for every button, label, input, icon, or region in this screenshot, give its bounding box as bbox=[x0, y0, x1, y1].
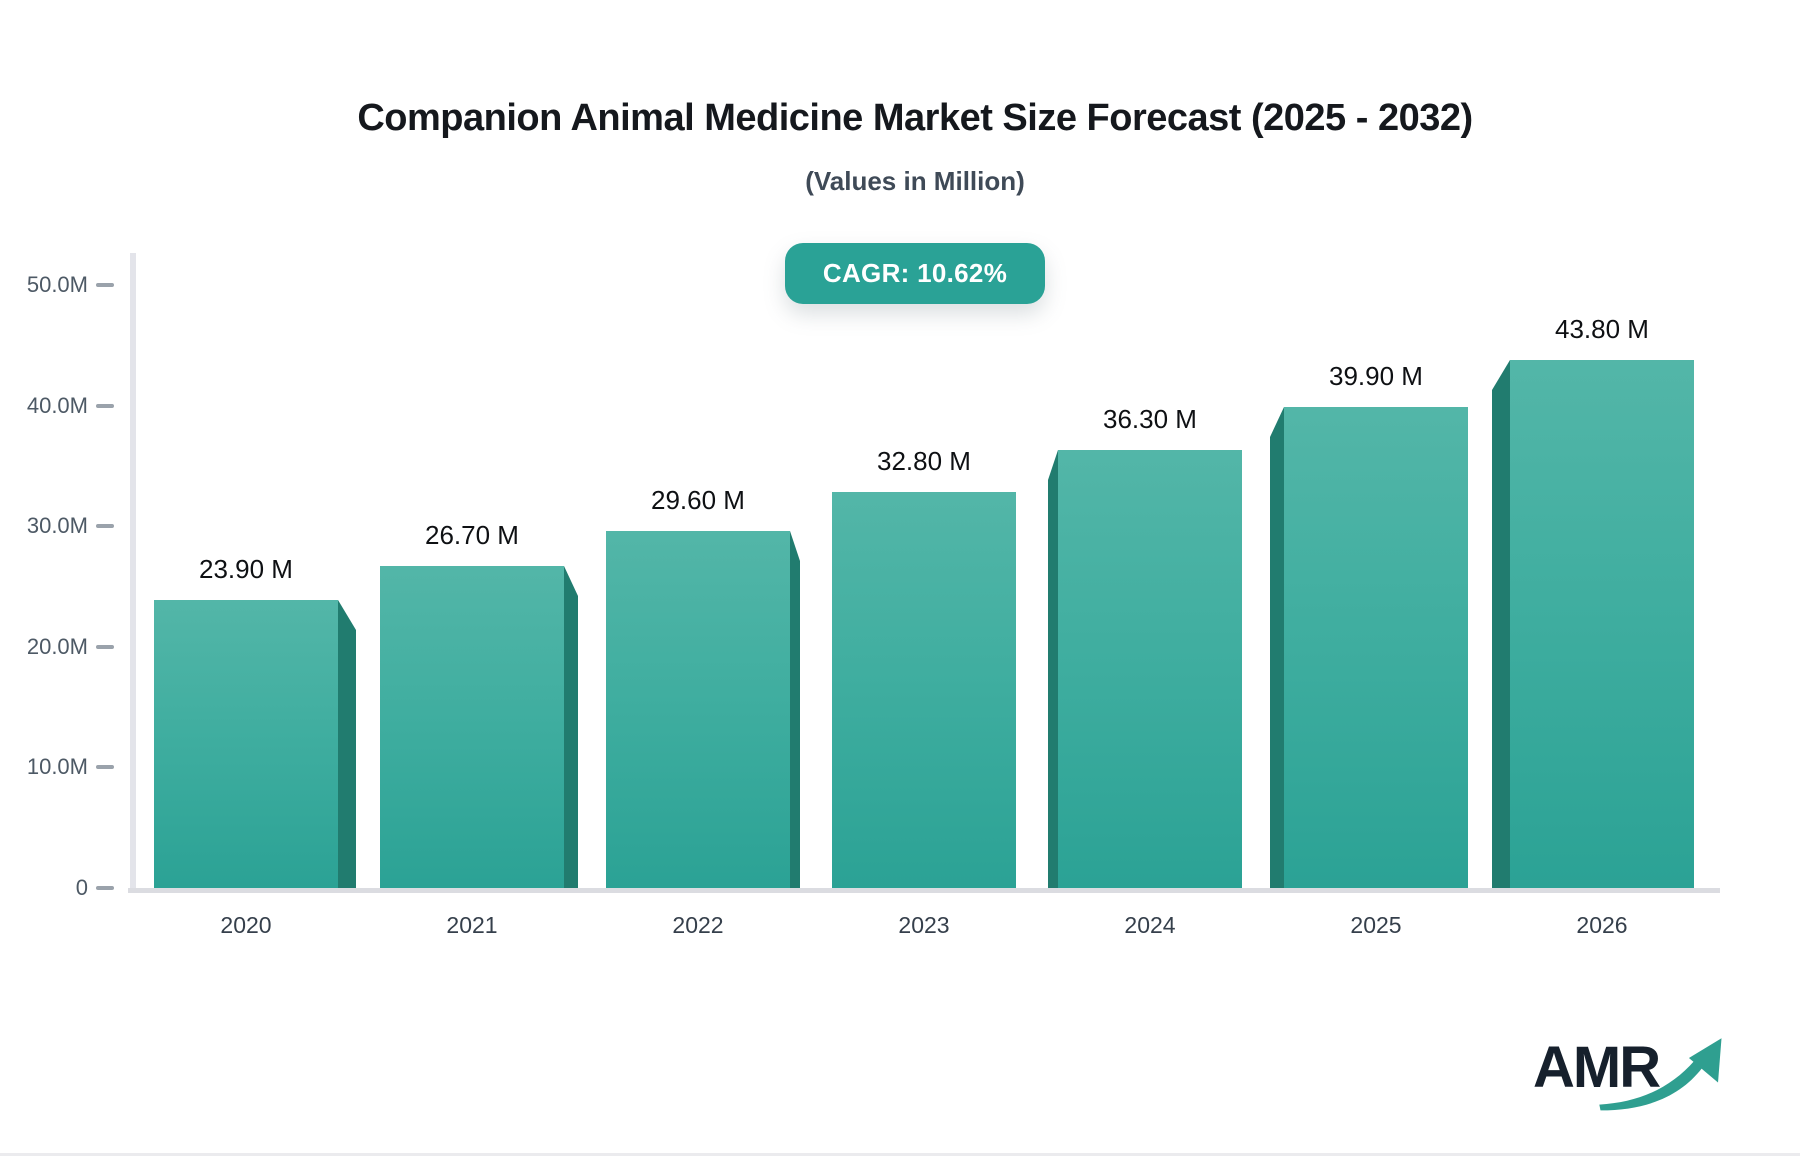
y-tick-dash bbox=[96, 283, 114, 287]
bar-face bbox=[1058, 450, 1242, 888]
amr-logo-text: AMR bbox=[1533, 1035, 1661, 1100]
chart-title: Companion Animal Medicine Market Size Fo… bbox=[357, 97, 1473, 139]
bar-2024: 36.30 M bbox=[1048, 404, 1242, 888]
bar-face bbox=[1510, 360, 1694, 888]
x-axis-label-2024: 2024 bbox=[1124, 912, 1176, 938]
trend-arrow-icon bbox=[1599, 1038, 1722, 1111]
bar-face bbox=[1284, 407, 1468, 888]
bar-value-label: 39.90 M bbox=[1329, 361, 1423, 391]
bar-value-label: 43.80 M bbox=[1555, 314, 1649, 344]
x-axis-label-2025: 2025 bbox=[1350, 912, 1402, 938]
y-tick-dash bbox=[96, 403, 114, 408]
chart-header: Companion Animal Medicine Market Size Fo… bbox=[30, 96, 1800, 304]
bar-2026: 43.80 M bbox=[1492, 314, 1694, 888]
x-axis-label-2020: 2020 bbox=[220, 912, 272, 938]
y-tick-dash bbox=[96, 524, 114, 529]
y-axis-line bbox=[130, 253, 136, 893]
bar-value-label: 29.60 M bbox=[651, 485, 745, 515]
y-tick-label: 10.0M bbox=[26, 754, 88, 780]
x-axis-label-2022: 2022 bbox=[672, 912, 724, 938]
amr-logo: AMR bbox=[1533, 1030, 1733, 1120]
x-axis-label-2021: 2021 bbox=[446, 912, 498, 938]
y-tick-dash bbox=[96, 886, 114, 890]
bar-value-label: 36.30 M bbox=[1103, 404, 1197, 434]
y-tick-label: 0 bbox=[75, 875, 88, 900]
bar-face bbox=[154, 600, 338, 888]
x-axis-label-2023: 2023 bbox=[898, 912, 950, 938]
y-tick-dash bbox=[96, 644, 114, 649]
bar-side-panel bbox=[564, 566, 578, 888]
bar-side-panel bbox=[338, 600, 356, 888]
bar-value-label: 23.90 M bbox=[199, 554, 293, 584]
bar-2023: 32.80 M bbox=[832, 446, 1016, 888]
chart-subtitle: (Values in Million) bbox=[805, 166, 1025, 196]
bar-face bbox=[832, 492, 1016, 888]
cagr-badge: CAGR: 10.62% bbox=[784, 243, 1046, 304]
y-tick-label: 30.0M bbox=[26, 513, 88, 539]
bar-2021: 26.70 M bbox=[380, 520, 578, 888]
bar-2020: 23.90 M bbox=[154, 554, 356, 888]
bar-value-label: 32.80 M bbox=[877, 446, 971, 476]
bar-side-panel bbox=[1492, 360, 1510, 888]
x-axis-label-2026: 2026 bbox=[1576, 912, 1628, 938]
bar-face bbox=[380, 566, 564, 888]
bar-face bbox=[606, 531, 790, 888]
bar-value-label: 26.70 M bbox=[425, 520, 519, 550]
bar-side-panel bbox=[1048, 450, 1058, 888]
bar-side-panel bbox=[1270, 407, 1284, 888]
x-axis-line bbox=[128, 888, 1720, 893]
y-tick-label: 50.0M bbox=[26, 272, 88, 297]
bar-2025: 39.90 M bbox=[1270, 361, 1468, 888]
bar-side-panel bbox=[790, 531, 800, 888]
y-tick-label: 20.0M bbox=[26, 633, 88, 659]
y-tick-label: 40.0M bbox=[26, 392, 88, 418]
y-tick-dash bbox=[96, 765, 114, 770]
bar-2022: 29.60 M bbox=[606, 485, 800, 888]
